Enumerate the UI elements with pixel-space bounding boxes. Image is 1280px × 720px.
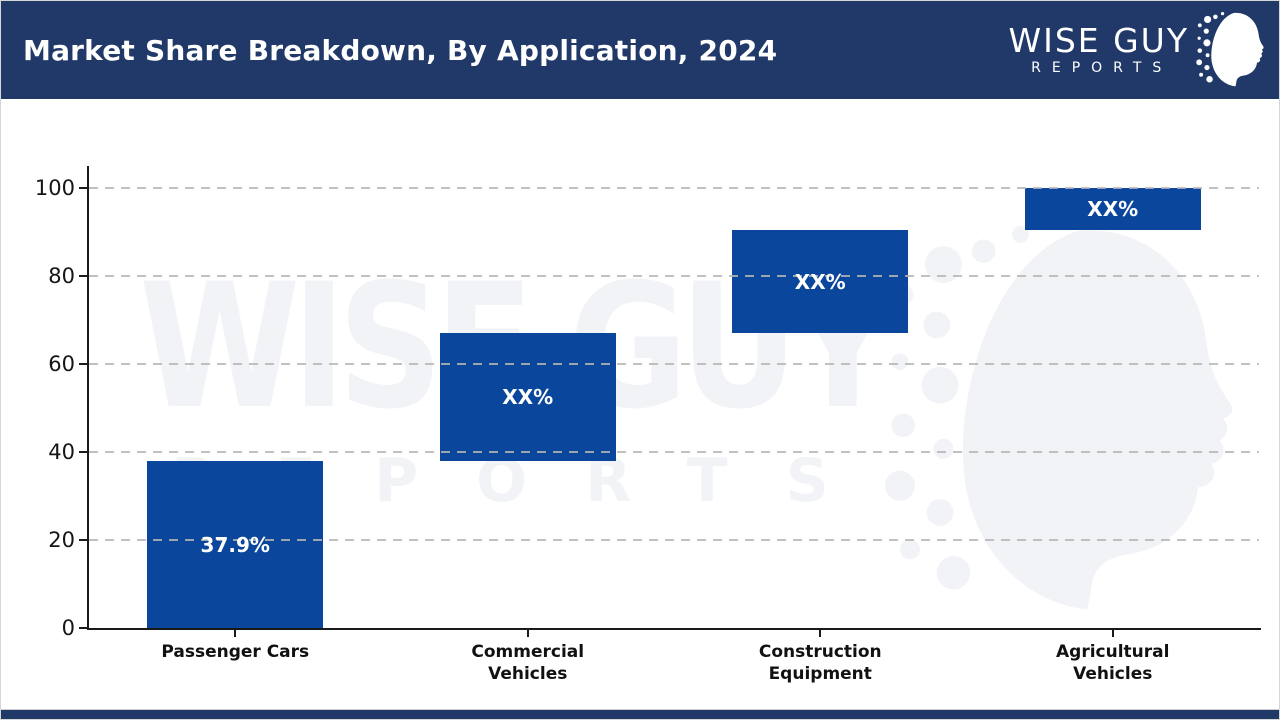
brand-face-icon [1196,11,1264,87]
bar-value-label: 37.9% [200,532,270,557]
bar-value-label: XX% [502,385,554,410]
brand-logo: WISE GUY REPORTS [1008,11,1267,89]
y-tick [79,363,87,365]
x-tick [1111,630,1114,637]
gridline [89,363,1259,365]
header-bar: Market Share Breakdown, By Application, … [1,1,1279,99]
y-tick-label: 60 [48,352,75,376]
x-category-label: Commercial Vehicles [471,642,585,685]
x-axis-line [87,628,1261,630]
x-category-label: Construction Equipment [758,642,882,685]
chart-title: Market Share Breakdown, By Application, … [23,33,778,67]
bar-value-label: XX% [1087,196,1139,221]
gridline [89,451,1259,453]
y-axis-line [87,166,89,630]
y-tick [79,539,87,541]
y-tick-label: 20 [48,528,75,552]
bar [147,461,324,628]
y-tick-label: 80 [48,264,75,288]
x-category-label: Passenger Cars [161,642,310,662]
gridline [89,187,1259,189]
brand-name: WISE GUY [1008,20,1189,60]
bar [1024,188,1201,230]
y-tick-label: 100 [34,176,75,200]
y-tick-label: 40 [48,440,75,464]
bar [439,333,616,462]
gridline [89,539,1259,541]
x-tick [526,630,529,637]
y-tick [79,451,87,453]
x-category-label: Agricultural Vehicles [1056,642,1170,685]
y-tick [79,187,87,189]
bar [732,229,909,334]
brand-logo-text: WISE GUY REPORTS [1008,20,1189,77]
footer-bar [1,709,1279,719]
y-tick-label: 0 [61,616,75,640]
x-tick [819,630,822,637]
x-tick [234,630,237,637]
bar-value-label: XX% [794,269,846,294]
brand-subtitle: REPORTS [1031,60,1173,77]
gridline [89,275,1259,277]
y-tick [79,627,87,629]
y-tick [79,275,87,277]
